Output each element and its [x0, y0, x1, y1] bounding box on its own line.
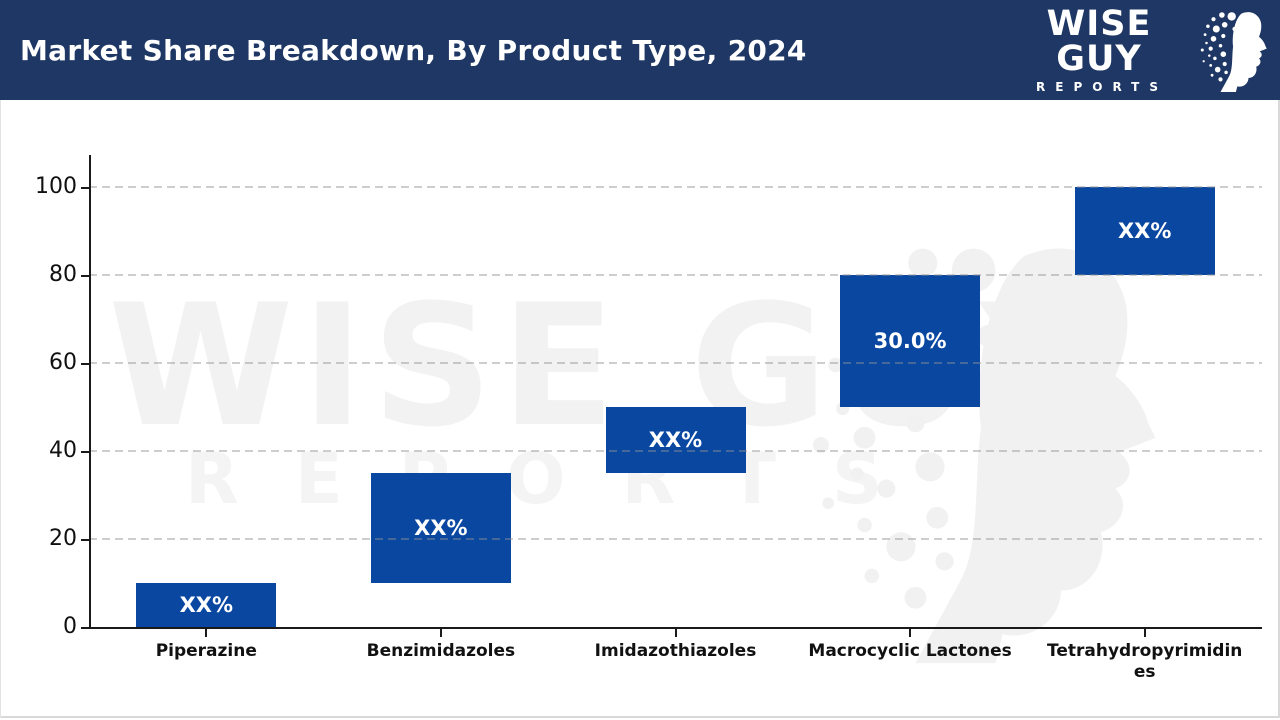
- bar-piperazine[interactable]: XX%: [136, 583, 277, 627]
- gridline-y60: [89, 362, 1262, 364]
- page-title: Market Share Breakdown, By Product Type,…: [20, 33, 807, 67]
- x-tick-4: [1143, 629, 1146, 637]
- y-tick-label-0: 0: [63, 614, 77, 639]
- y-tick-20: [81, 539, 89, 541]
- y-tick-label-60: 60: [49, 350, 77, 375]
- frame-bottom-edge: [0, 716, 1280, 718]
- frame-left-edge: [0, 100, 1, 718]
- logo-line1: WISE GUY: [1046, 3, 1152, 79]
- gridline-y40: [89, 450, 1262, 452]
- bar-value-label: XX%: [179, 593, 234, 617]
- x-category-label: Macrocyclic Lactones: [808, 641, 1012, 661]
- y-tick-80: [81, 275, 89, 277]
- x-tick-2: [674, 629, 677, 637]
- x-category-label: Piperazine: [155, 641, 257, 661]
- y-tick-0: [81, 627, 89, 629]
- x-tick-3: [909, 629, 912, 637]
- bar-value-label: XX%: [1117, 219, 1172, 243]
- x-category-label: Tetrahydropyrimidines: [1047, 641, 1243, 683]
- bar-value-label: XX%: [414, 516, 468, 540]
- bar-value-label: 30.0%: [873, 329, 947, 353]
- x-tick-1: [439, 629, 442, 637]
- logo-face-icon: [1192, 8, 1270, 92]
- x-category-label: Benzimidazoles: [366, 641, 516, 661]
- gridline-y80: [89, 274, 1262, 276]
- logo-line2: REPORTS: [1036, 79, 1168, 94]
- y-tick-label-80: 80: [49, 262, 77, 287]
- watermark-subtext: REPORTS: [185, 438, 939, 520]
- x-axis-line: [89, 627, 1262, 629]
- gridline-y100: [89, 186, 1262, 188]
- header-bar: Market Share Breakdown, By Product Type,…: [0, 0, 1280, 100]
- x-tick-0: [205, 629, 208, 637]
- bar-macrocyclic-lactones[interactable]: 30.0%: [840, 275, 981, 407]
- y-tick-40: [81, 451, 89, 453]
- y-tick-label-40: 40: [49, 438, 77, 463]
- gridline-y20: [89, 538, 1262, 540]
- bar-value-label: XX%: [648, 428, 703, 452]
- y-tick-label-100: 100: [35, 174, 77, 199]
- y-tick-label-20: 20: [49, 526, 77, 551]
- wise-guy-logo: WISE GUY REPORTS: [1010, 6, 1270, 94]
- frame-right-edge: [1278, 100, 1280, 718]
- logo-wordmark: WISE GUY REPORTS: [1010, 3, 1188, 94]
- y-tick-100: [81, 187, 89, 189]
- y-tick-60: [81, 363, 89, 365]
- bar-tetrahydropyrimidines[interactable]: XX%: [1074, 187, 1215, 275]
- x-category-label: Imidazothiazoles: [594, 641, 757, 661]
- y-axis-line: [89, 155, 91, 629]
- bar-benzimidazoles[interactable]: XX%: [370, 473, 511, 583]
- bar-imidazothiazoles[interactable]: XX%: [605, 407, 746, 473]
